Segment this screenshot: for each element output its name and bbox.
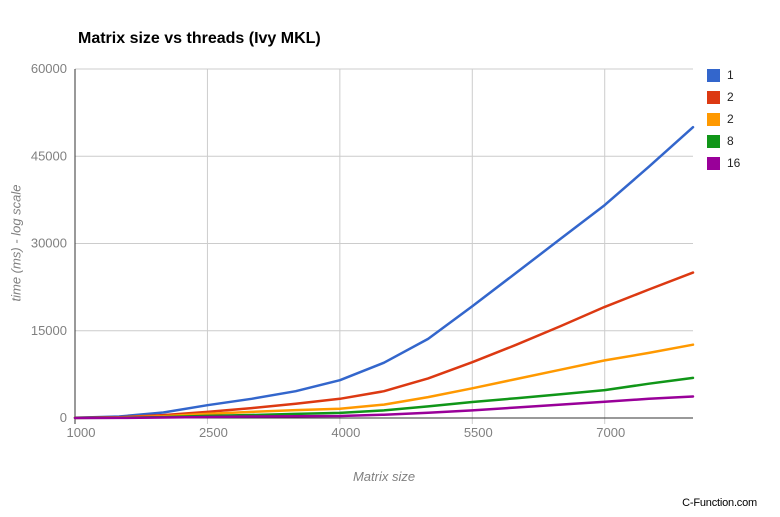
legend-item: 1: [707, 69, 740, 82]
legend-item: 2: [707, 113, 740, 126]
legend-swatch-icon: [707, 157, 720, 170]
legend-label: 1: [727, 68, 734, 82]
series-line-1: [73, 125, 695, 419]
y-tick-label: 0: [60, 410, 67, 425]
y-tick-label: 60000: [31, 61, 67, 76]
chart-title: Matrix size vs threads (Ivy MKL): [78, 30, 321, 47]
legend-item: 16: [707, 157, 740, 170]
series-line-2: [73, 343, 695, 420]
x-tick-label: 2500: [199, 425, 228, 440]
legend-swatch-icon: [707, 135, 720, 148]
series-line-2: [73, 271, 695, 420]
y-tick-label: 45000: [31, 148, 67, 163]
legend-item: 2: [707, 91, 740, 104]
legend-swatch-icon: [707, 113, 720, 126]
legend: 1 2 2 8 16: [707, 69, 740, 179]
watermark: C-Function.com: [682, 497, 757, 509]
legend-swatch-icon: [707, 91, 720, 104]
legend-label: 16: [727, 156, 741, 170]
x-tick-label: 1000: [67, 425, 96, 440]
x-tick-label: 7000: [596, 425, 625, 440]
legend-label: 8: [727, 134, 734, 148]
legend-swatch-icon: [707, 69, 720, 82]
series-line-16: [73, 395, 695, 420]
legend-item: 8: [707, 135, 740, 148]
y-axis-title: time (ms) - log scale: [8, 184, 24, 302]
x-axis-title: Matrix size: [352, 469, 416, 484]
y-tick-label: 30000: [31, 236, 67, 251]
legend-label: 2: [727, 90, 734, 104]
y-tick-label: 15000: [31, 323, 67, 338]
x-tick-label: 4000: [331, 425, 360, 440]
x-tick-label: 5500: [464, 425, 493, 440]
legend-label: 2: [727, 112, 734, 126]
